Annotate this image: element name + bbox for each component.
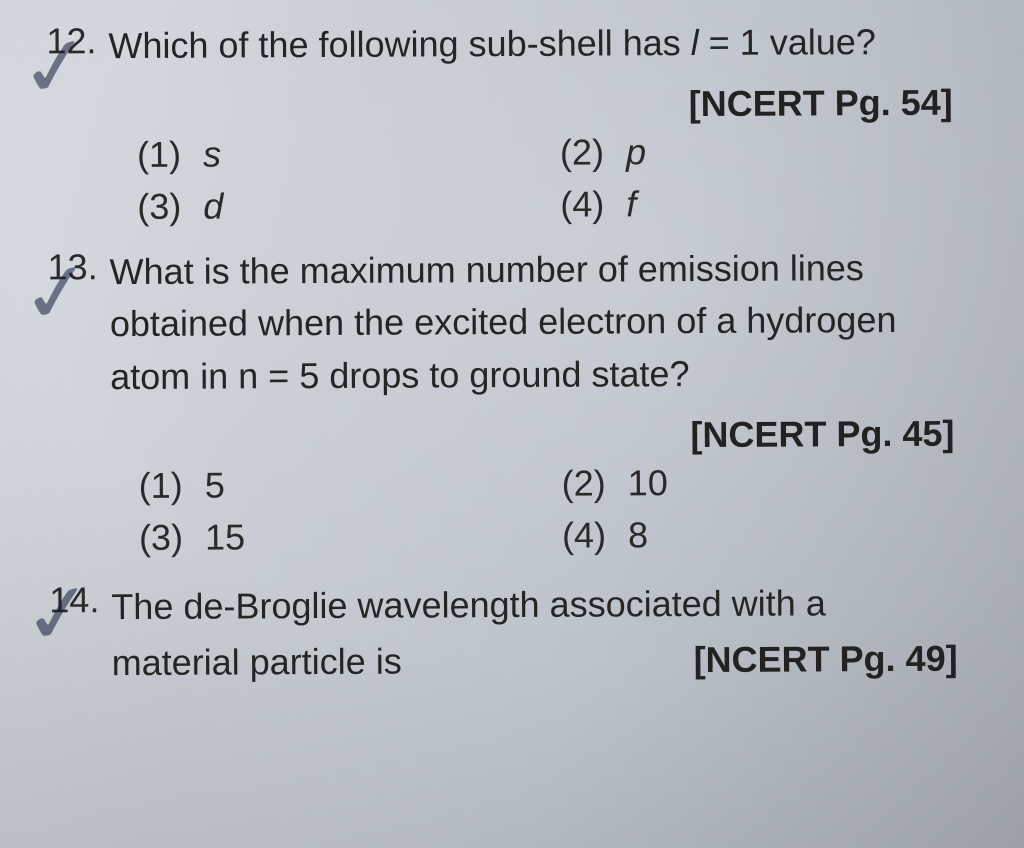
q12-option-4-label: (4) — [560, 184, 616, 226]
question-14: 14. ✓ The de-Broglie wavelength associat… — [31, 574, 986, 691]
question-12-reference: [NCERT Pg. 54] — [29, 82, 953, 129]
q12-option-2-value: p — [626, 131, 646, 172]
q13-option-1-label: (1) — [139, 464, 195, 506]
q13-option-1-value: 5 — [205, 464, 225, 505]
question-14-reference: [NCERT Pg. 49] — [693, 630, 975, 687]
q12-option-4-value: f — [626, 184, 636, 225]
q13-option-3-value: 15 — [205, 516, 245, 557]
q12-option-2-label: (2) — [560, 132, 616, 174]
q12-option-1: (1) s — [137, 132, 560, 176]
q13-option-4-value: 8 — [628, 514, 648, 555]
question-12-options: (1) s (2) p (3) d (4) f — [137, 130, 983, 228]
q12-option-3-value: d — [203, 186, 223, 227]
q13-option-2-value: 10 — [628, 462, 668, 503]
question-14-line1: The de-Broglie wavelength associated wit… — [111, 574, 975, 634]
q13-option-3-label: (3) — [139, 516, 195, 558]
q12-option-1-value: s — [203, 134, 221, 175]
question-14-text: The de-Broglie wavelength associated wit… — [111, 574, 986, 690]
question-13-options: (1) 5 (2) 10 (3) 15 (4) 8 — [139, 460, 985, 558]
question-14-number: 14. — [31, 579, 111, 621]
question-13-reference: [NCERT Pg. 45] — [30, 412, 954, 459]
q13-option-2-label: (2) — [562, 462, 618, 504]
q12-option-1-label: (1) — [137, 134, 193, 176]
q13-option-4-label: (4) — [562, 514, 618, 556]
question-12-text-post: = 1 value? — [699, 21, 876, 63]
question-12-number-wrap: 12. ✓ — [28, 20, 108, 62]
q12-option-3-label: (3) — [137, 186, 193, 228]
q13-option-3: (3) 15 — [139, 514, 562, 558]
q12-option-2: (2) p — [560, 130, 983, 174]
page: 12. ✓ Which of the following sub-shell h… — [0, 0, 1024, 691]
question-12: 12. ✓ Which of the following sub-shell h… — [28, 16, 982, 73]
question-14-number-wrap: 14. ✓ — [31, 579, 111, 621]
q12-option-4: (4) f — [560, 182, 983, 226]
q13-option-2: (2) 10 — [562, 460, 985, 504]
question-13-text: What is the maximum number of emission l… — [109, 242, 984, 403]
question-13-number: 13. — [29, 246, 109, 288]
question-12-text-pre: Which of the following sub-shell has — [108, 22, 691, 66]
q13-option-4: (4) 8 — [562, 512, 985, 556]
question-14-line2: material particle is — [112, 632, 694, 691]
question-13-number-wrap: 13. ✓ — [29, 246, 109, 288]
question-12-number: 12. — [28, 20, 108, 62]
q13-option-1: (1) 5 — [139, 462, 562, 506]
question-12-text: Which of the following sub-shell has l =… — [108, 16, 982, 73]
q12-option-3: (3) d — [137, 184, 560, 228]
question-13: 13. ✓ What is the maximum number of emis… — [29, 242, 984, 404]
